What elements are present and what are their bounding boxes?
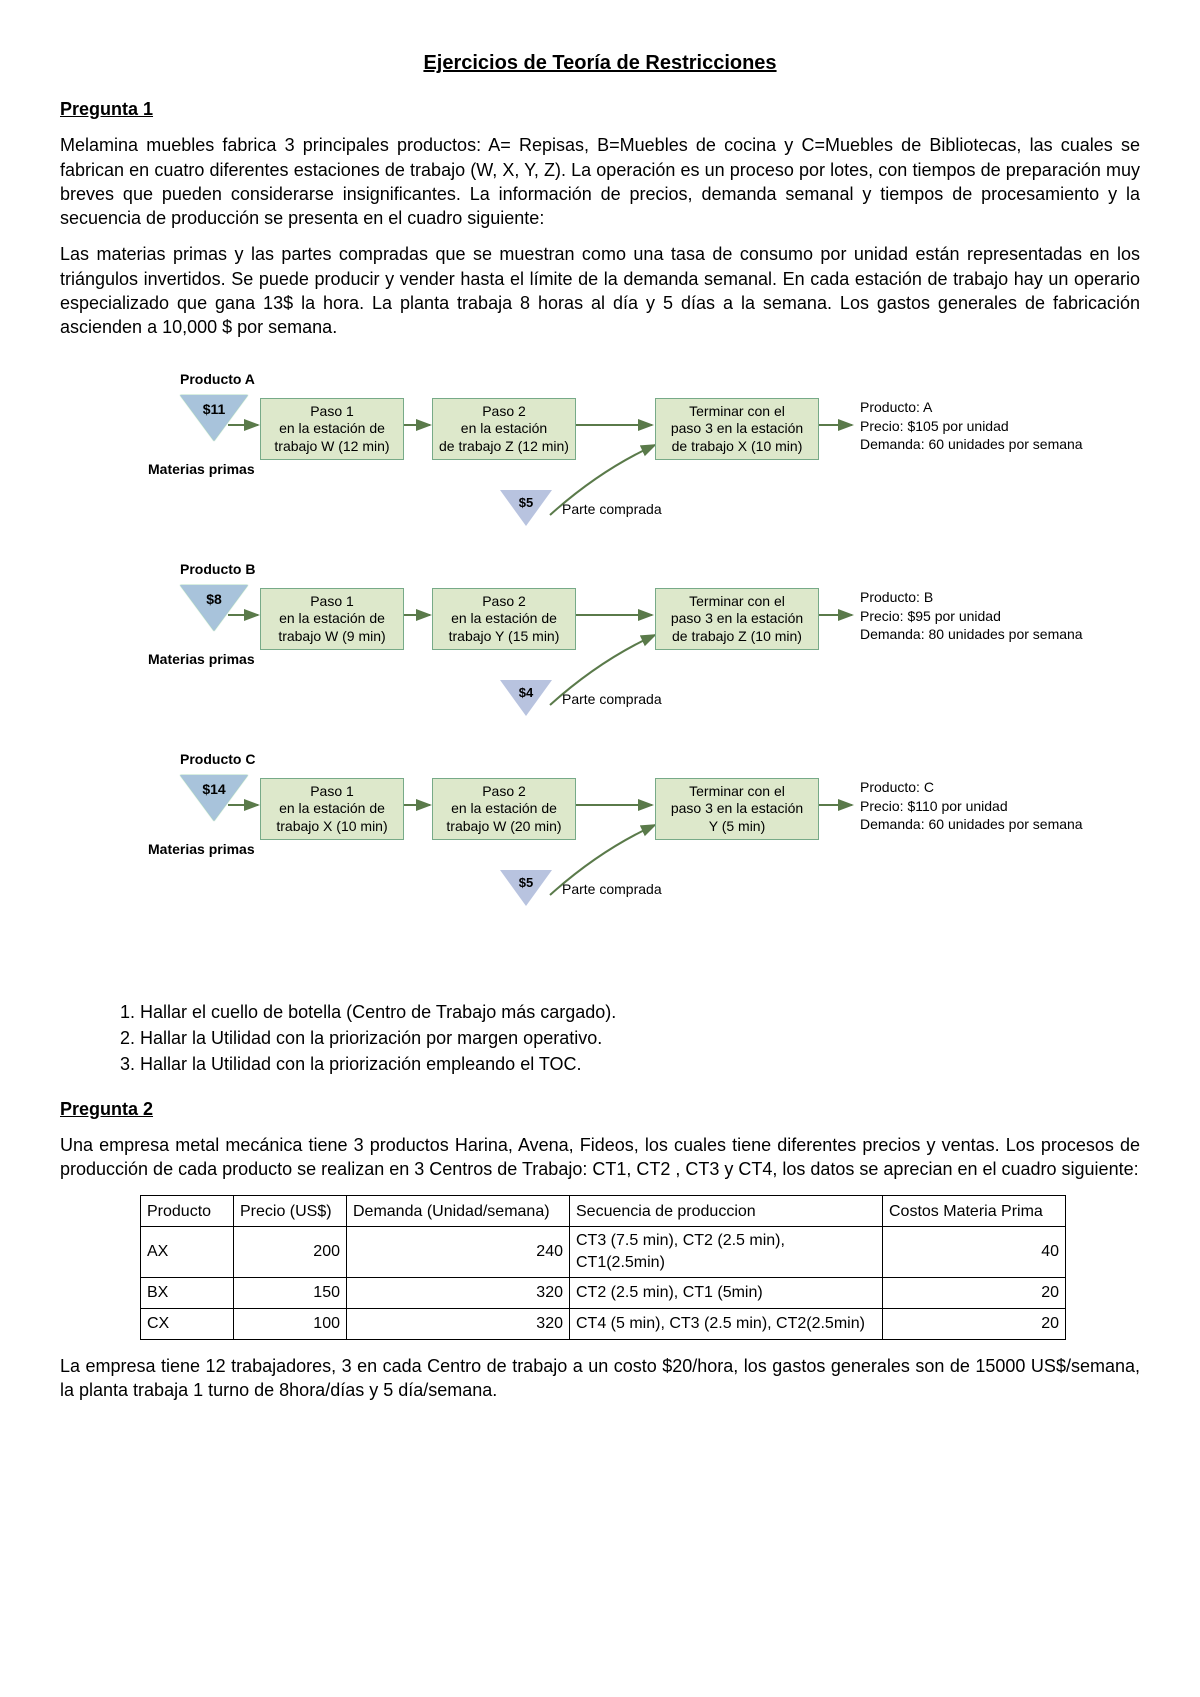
product-a-step1: Paso 1en la estación detrabajo W (12 min… bbox=[260, 398, 404, 461]
td: AX bbox=[141, 1227, 234, 1277]
td: 150 bbox=[234, 1277, 347, 1308]
q2-p1: Una empresa metal mecánica tiene 3 produ… bbox=[60, 1133, 1140, 1182]
product-c-step3: Terminar con elpaso 3 en la estaciónY (5… bbox=[655, 778, 819, 841]
td: CT4 (5 min), CT3 (2.5 min), CT2(2.5min) bbox=[570, 1308, 883, 1339]
product-a-materias: Materias primas bbox=[148, 460, 255, 479]
doc-title: Ejercicios de Teoría de Restricciones bbox=[60, 50, 1140, 77]
product-c-label: Producto C bbox=[180, 750, 255, 769]
product-b-materias: Materias primas bbox=[148, 650, 255, 669]
q2-table: Producto Precio (US$) Demanda (Unidad/se… bbox=[140, 1195, 1066, 1339]
q2-heading: Pregunta 2 bbox=[60, 1097, 1140, 1121]
td: CX bbox=[141, 1308, 234, 1339]
product-c-part-label: Parte comprada bbox=[562, 880, 662, 899]
q1-item-3: Hallar la Utilidad con la priorización e… bbox=[140, 1052, 1140, 1076]
td: BX bbox=[141, 1277, 234, 1308]
product-a-step2: Paso 2en la estaciónde trabajo Z (12 min… bbox=[432, 398, 576, 461]
product-a-part-label: Parte comprada bbox=[562, 500, 662, 519]
product-b-cost: $8 bbox=[180, 590, 248, 609]
product-b-step2: Paso 2en la estación detrabajo Y (15 min… bbox=[432, 588, 576, 651]
product-b-step1: Paso 1en la estación detrabajo W (9 min) bbox=[260, 588, 404, 651]
q2-p2: La empresa tiene 12 trabajadores, 3 en c… bbox=[60, 1354, 1140, 1403]
th-producto: Producto bbox=[141, 1196, 234, 1227]
product-c-info: Producto: CPrecio: $110 por unidadDemand… bbox=[860, 778, 1083, 835]
td: CT2 (2.5 min), CT1 (5min) bbox=[570, 1277, 883, 1308]
q1-p1: Melamina muebles fabrica 3 principales p… bbox=[60, 133, 1140, 230]
table-row: CX 100 320 CT4 (5 min), CT3 (2.5 min), C… bbox=[141, 1308, 1066, 1339]
product-a-label: Producto A bbox=[180, 370, 255, 389]
td: 320 bbox=[347, 1277, 570, 1308]
product-a-cost: $11 bbox=[180, 400, 248, 419]
product-a-step3: Terminar con elpaso 3 en la estaciónde t… bbox=[655, 398, 819, 461]
table-row: AX 200 240 CT3 (7.5 min), CT2 (2.5 min),… bbox=[141, 1227, 1066, 1277]
th-costos: Costos Materia Prima bbox=[883, 1196, 1066, 1227]
q1-item-1: Hallar el cuello de botella (Centro de T… bbox=[140, 1000, 1140, 1024]
product-b-info: Producto: BPrecio: $95 por unidadDemanda… bbox=[860, 588, 1083, 645]
th-secuencia: Secuencia de produccion bbox=[570, 1196, 883, 1227]
td: 200 bbox=[234, 1227, 347, 1277]
product-c-step2: Paso 2en la estación detrabajo W (20 min… bbox=[432, 778, 576, 841]
td: 320 bbox=[347, 1308, 570, 1339]
product-c-step1: Paso 1en la estación detrabajo X (10 min… bbox=[260, 778, 404, 841]
product-b-part-label: Parte comprada bbox=[562, 690, 662, 709]
product-b-part-cost: $4 bbox=[500, 684, 552, 702]
q1-item-2: Hallar la Utilidad con la priorización p… bbox=[140, 1026, 1140, 1050]
product-a-info: Producto: APrecio: $105 por unidadDemand… bbox=[860, 398, 1083, 455]
td: 20 bbox=[883, 1308, 1066, 1339]
table-row: BX 150 320 CT2 (2.5 min), CT1 (5min) 20 bbox=[141, 1277, 1066, 1308]
product-c-cost: $14 bbox=[180, 780, 248, 799]
process-diagram: Producto A $11 Materias primas Paso 1en … bbox=[100, 370, 1100, 990]
product-c-part-cost: $5 bbox=[500, 874, 552, 892]
product-c-materias: Materias primas bbox=[148, 840, 255, 859]
product-b-label: Producto B bbox=[180, 560, 255, 579]
td: CT3 (7.5 min), CT2 (2.5 min), CT1(2.5min… bbox=[570, 1227, 883, 1277]
td: 20 bbox=[883, 1277, 1066, 1308]
td: 40 bbox=[883, 1227, 1066, 1277]
td: 100 bbox=[234, 1308, 347, 1339]
th-precio: Precio (US$) bbox=[234, 1196, 347, 1227]
q1-items: Hallar el cuello de botella (Centro de T… bbox=[100, 1000, 1140, 1077]
td: 240 bbox=[347, 1227, 570, 1277]
product-b-step3: Terminar con elpaso 3 en la estaciónde t… bbox=[655, 588, 819, 651]
q1-p2: Las materias primas y las partes comprad… bbox=[60, 242, 1140, 339]
th-demanda: Demanda (Unidad/semana) bbox=[347, 1196, 570, 1227]
q1-heading: Pregunta 1 bbox=[60, 97, 1140, 121]
product-a-part-cost: $5 bbox=[500, 494, 552, 512]
table-header-row: Producto Precio (US$) Demanda (Unidad/se… bbox=[141, 1196, 1066, 1227]
